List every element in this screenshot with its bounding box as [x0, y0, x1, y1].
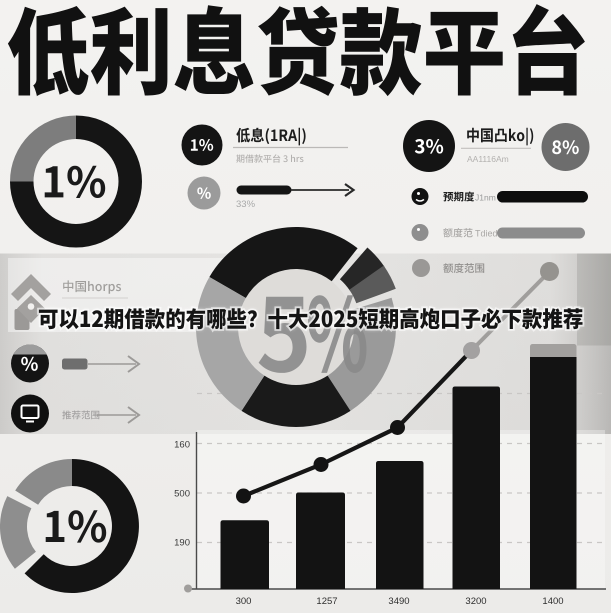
- svg-text:Tdied: Tdied: [475, 229, 498, 239]
- svg-text:1257: 1257: [316, 596, 337, 607]
- svg-text:J1nm: J1nm: [475, 193, 496, 203]
- svg-text:33%: 33%: [236, 199, 256, 210]
- svg-text:1400: 1400: [542, 596, 563, 607]
- svg-text:AA1116Am: AA1116Am: [467, 154, 509, 164]
- svg-text:3490: 3490: [388, 596, 409, 607]
- svg-text:160: 160: [174, 440, 190, 451]
- svg-text:3200: 3200: [465, 596, 486, 607]
- svg-text:190: 190: [174, 538, 190, 549]
- svg-text:300: 300: [236, 596, 252, 607]
- svg-text:500: 500: [174, 489, 190, 500]
